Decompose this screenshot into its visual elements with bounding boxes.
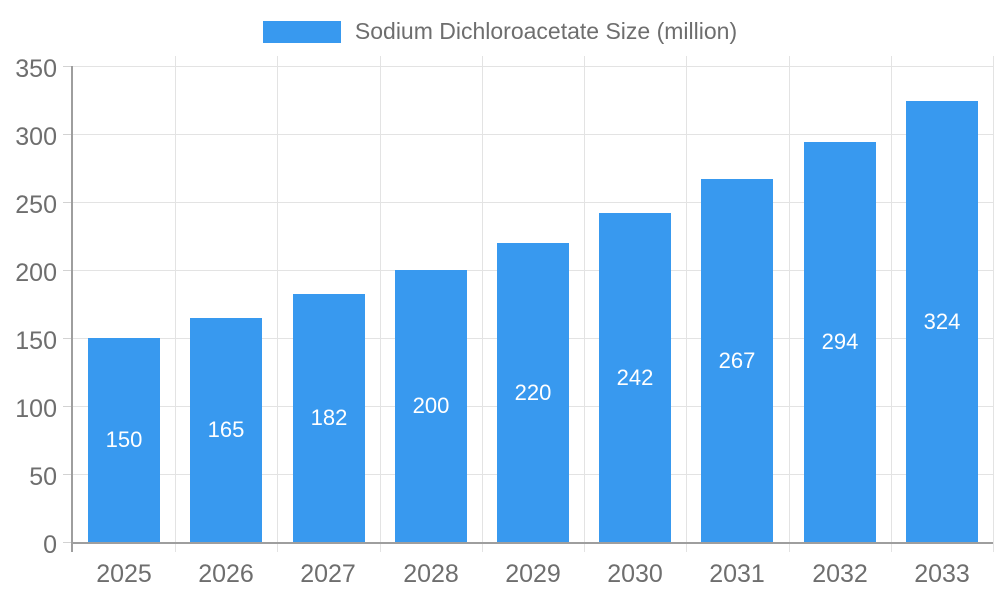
x-axis-line [71,542,993,544]
legend[interactable]: Sodium Dichloroacetate Size (million) [0,18,1000,46]
x-axis-label: 2028 [403,560,459,588]
y-axis-tick [63,474,73,475]
x-gridline [993,56,994,552]
x-gridline [482,56,483,552]
y-axis-line [71,66,73,552]
y-gridline [73,202,993,203]
y-axis-tick [63,338,73,339]
x-axis-label: 2032 [812,560,868,588]
y-axis-label: 250 [15,191,57,219]
y-axis-tick [63,270,73,271]
bar-2029[interactable]: 220 [497,243,569,542]
x-gridline [686,56,687,552]
legend-swatch [262,20,341,43]
x-axis-label: 2033 [914,560,970,588]
x-axis-label: 2026 [198,560,254,588]
bar-value-label: 267 [718,347,756,373]
y-axis-tick [63,406,73,407]
bar-value-label: 182 [310,405,348,430]
legend-label: Sodium Dichloroacetate Size (million) [354,18,738,44]
bar-2031[interactable]: 267 [701,179,773,542]
y-gridline [73,66,993,67]
x-axis-label: 2027 [300,560,356,588]
bar-2033[interactable]: 324 [906,101,978,542]
bar-value-label: 200 [412,393,450,418]
bar-value-label: 242 [616,364,654,390]
y-axis-label: 350 [15,55,57,83]
bar-value-label: 294 [821,329,859,354]
bar-2032[interactable]: 294 [804,142,876,542]
bar-value-label: 150 [105,427,143,452]
y-axis-label: 200 [15,259,57,287]
bar-2028[interactable]: 200 [395,270,467,542]
y-axis-tick [63,542,73,543]
bar-2030[interactable]: 242 [599,213,671,542]
y-axis-tick [63,134,73,135]
y-axis-label: 150 [15,327,57,355]
bar-2026[interactable]: 165 [190,318,262,542]
x-axis-label: 2029 [505,560,561,588]
y-axis-label: 50 [29,463,57,491]
bar-value-label: 324 [923,308,961,334]
y-axis-label: 300 [15,123,57,151]
bar-value-label: 165 [207,417,245,442]
x-gridline [277,56,278,552]
bar-value-label: 220 [514,379,552,405]
x-axis-label: 2030 [607,560,663,588]
x-gridline [789,56,790,552]
y-axis-tick [63,66,73,67]
x-axis-label: 2031 [709,560,765,588]
y-axis-label: 100 [15,395,57,423]
bar-2027[interactable]: 182 [293,294,365,542]
x-gridline [891,56,892,552]
x-gridline [584,56,585,552]
y-axis-label: 0 [43,531,57,559]
y-axis-tick [63,202,73,203]
y-gridline [73,134,993,135]
x-gridline [175,56,176,552]
x-gridline [380,56,381,552]
bar-2025[interactable]: 150 [88,338,160,542]
x-axis-label: 2025 [96,560,152,588]
